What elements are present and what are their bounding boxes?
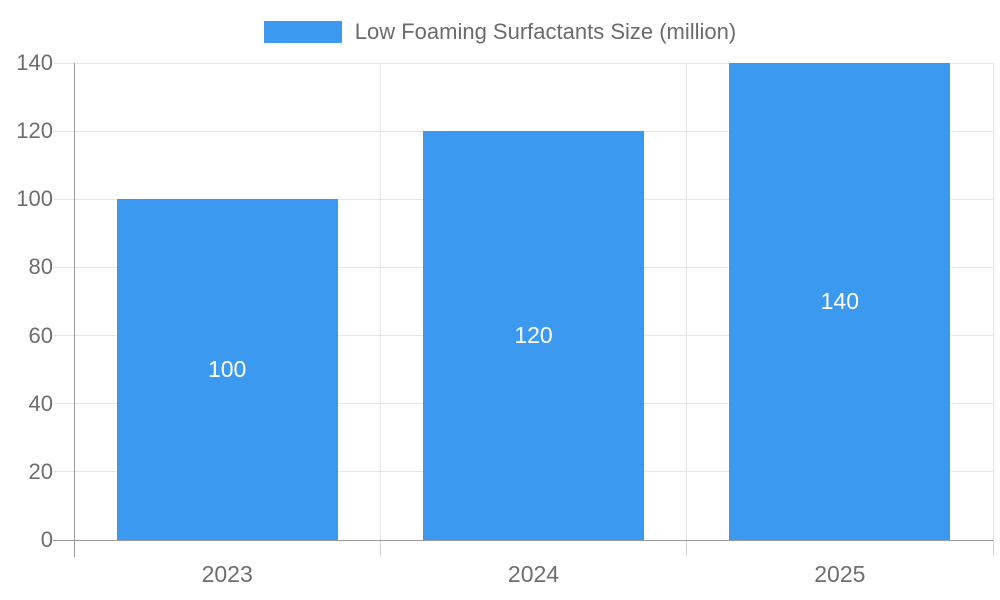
x-axis-line: [53, 540, 993, 541]
x-tick-label: 2024: [507, 561, 560, 587]
y-tick-label: 60: [28, 322, 53, 348]
x-gridline: [992, 63, 994, 540]
y-tick-label: 120: [16, 118, 53, 144]
y-tick-label: 40: [28, 390, 53, 416]
bar[interactable]: [729, 63, 951, 540]
y-tick-label: 100: [16, 186, 53, 212]
legend-label: Low Foaming Surfactants Size (million): [354, 19, 737, 44]
bar-data-label: 140: [820, 288, 860, 314]
bar[interactable]: [423, 131, 644, 540]
legend-swatch-icon: [263, 21, 342, 43]
plot-area: 0 20 40 60 80 100 120 140 100 2023 120 2024 140 2025: [16, 50, 994, 587]
x-axis-tick: [379, 540, 381, 556]
legend-item[interactable]: Low Foaming Surfactants Size (million): [263, 19, 737, 44]
legend: Low Foaming Surfactants Size (million): [0, 20, 1000, 44]
bar-data-label: 100: [207, 356, 247, 383]
x-tick-label: 2025: [814, 561, 866, 587]
x-gridline: [686, 63, 688, 540]
x-axis-tick: [992, 540, 994, 556]
y-tick-label: 140: [16, 50, 53, 75]
y-tick-label: 80: [28, 254, 53, 280]
x-tick-label: 2023: [201, 561, 253, 587]
y-gridline: [53, 62, 993, 64]
bar-data-label: 120: [514, 322, 553, 349]
y-tick-label: 0: [40, 527, 53, 552]
y-axis-line: [74, 63, 75, 557]
bar[interactable]: [116, 199, 338, 540]
x-axis-tick: [686, 540, 688, 556]
x-gridline: [379, 63, 381, 540]
y-tick-label: 20: [28, 458, 53, 484]
